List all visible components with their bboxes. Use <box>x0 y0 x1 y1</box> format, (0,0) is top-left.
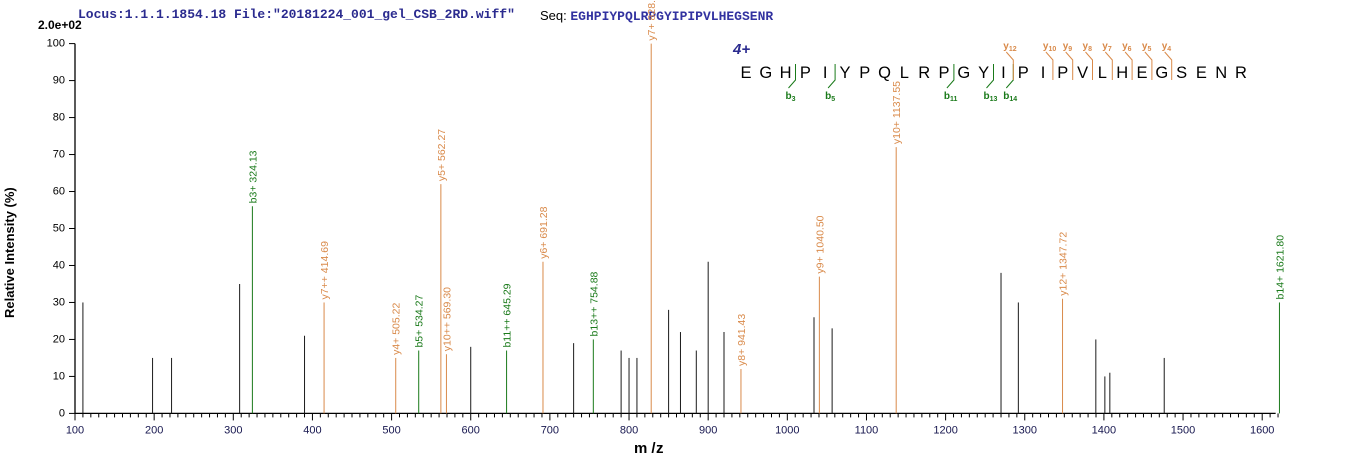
svg-text:y7: y7 <box>1102 41 1112 53</box>
svg-text:P: P <box>1018 64 1029 82</box>
svg-text:P: P <box>938 64 949 82</box>
svg-text:1100: 1100 <box>855 424 879 436</box>
svg-text:b13++ 754.88: b13++ 754.88 <box>588 271 600 336</box>
svg-text:G: G <box>759 64 772 82</box>
svg-text:H: H <box>1116 64 1128 82</box>
svg-text:80: 80 <box>53 112 65 124</box>
svg-text:b14+ 1621.80: b14+ 1621.80 <box>1274 235 1286 300</box>
svg-text:400: 400 <box>303 424 321 436</box>
svg-text:y5+ 562.27: y5+ 562.27 <box>436 129 448 181</box>
svg-text:y6+ 691.28: y6+ 691.28 <box>538 206 550 258</box>
svg-text:50: 50 <box>53 223 65 235</box>
svg-text:L: L <box>1098 64 1107 82</box>
svg-text:10: 10 <box>53 370 65 382</box>
svg-text:N: N <box>1215 64 1227 82</box>
svg-text:b5: b5 <box>825 91 835 103</box>
svg-text:b3+ 324.13: b3+ 324.13 <box>247 150 259 203</box>
svg-text:600: 600 <box>462 424 480 436</box>
svg-text:G: G <box>957 64 970 82</box>
svg-text:y10++ 569.30: y10++ 569.30 <box>441 287 453 351</box>
svg-text:S: S <box>1176 64 1187 82</box>
svg-text:G: G <box>1155 64 1168 82</box>
svg-text:800: 800 <box>620 424 638 436</box>
svg-text:V: V <box>1077 64 1088 82</box>
svg-text:200: 200 <box>145 424 163 436</box>
svg-text:E: E <box>1136 64 1147 82</box>
svg-text:P: P <box>1057 64 1068 82</box>
svg-text:Q: Q <box>878 64 891 82</box>
svg-text:P: P <box>800 64 811 82</box>
svg-text:I: I <box>1041 64 1046 82</box>
svg-text:900: 900 <box>699 424 717 436</box>
svg-text:b11: b11 <box>944 91 958 103</box>
svg-text:y10: y10 <box>1043 41 1056 53</box>
svg-text:y9: y9 <box>1063 41 1073 53</box>
svg-text:y10+ 1137.55: y10+ 1137.55 <box>891 81 903 144</box>
svg-text:y7++ 414.69: y7++ 414.69 <box>319 241 331 300</box>
svg-text:E: E <box>740 64 751 82</box>
svg-text:y8: y8 <box>1083 41 1093 53</box>
svg-text:y6: y6 <box>1122 41 1132 53</box>
svg-text:70: 70 <box>53 149 65 161</box>
svg-text:100: 100 <box>47 38 65 50</box>
svg-text:H: H <box>780 64 792 82</box>
svg-text:I: I <box>1001 64 1006 82</box>
svg-text:90: 90 <box>53 75 65 87</box>
svg-text:40: 40 <box>53 259 65 271</box>
svg-text:1600: 1600 <box>1250 424 1274 436</box>
svg-text:0: 0 <box>59 407 65 419</box>
svg-text:30: 30 <box>53 296 65 308</box>
svg-text:500: 500 <box>382 424 400 436</box>
svg-text:700: 700 <box>541 424 559 436</box>
svg-text:Y: Y <box>978 64 989 82</box>
svg-text:4+: 4+ <box>732 41 750 58</box>
svg-text:y5: y5 <box>1142 41 1152 53</box>
svg-text:1300: 1300 <box>1013 424 1037 436</box>
svg-text:b3: b3 <box>786 91 796 103</box>
svg-text:R: R <box>1235 64 1247 82</box>
svg-text:P: P <box>859 64 870 82</box>
svg-text:y12+ 1347.72: y12+ 1347.72 <box>1058 232 1070 296</box>
svg-text:y4+ 505.22: y4+ 505.22 <box>391 303 403 355</box>
svg-text:y4: y4 <box>1162 41 1172 53</box>
svg-text:y12: y12 <box>1003 41 1016 53</box>
svg-text:E: E <box>1196 64 1207 82</box>
svg-text:1400: 1400 <box>1092 424 1116 436</box>
svg-text:Y: Y <box>839 64 850 82</box>
svg-text:1000: 1000 <box>775 424 799 436</box>
svg-text:1500: 1500 <box>1171 424 1195 436</box>
svg-text:y9+ 1040.50: y9+ 1040.50 <box>814 215 826 273</box>
svg-text:I: I <box>823 64 828 82</box>
svg-text:y7+ 828.02: y7+ 828.02 <box>646 0 658 41</box>
svg-text:60: 60 <box>53 186 65 198</box>
svg-text:b14: b14 <box>1003 91 1017 103</box>
svg-text:b11++ 645.29: b11++ 645.29 <box>502 283 514 347</box>
svg-text:1200: 1200 <box>933 424 957 436</box>
svg-text:b13: b13 <box>984 91 998 103</box>
svg-text:100: 100 <box>66 424 84 436</box>
svg-text:300: 300 <box>224 424 242 436</box>
svg-text:20: 20 <box>53 333 65 345</box>
svg-text:y8+ 941.43: y8+ 941.43 <box>736 314 748 366</box>
svg-text:L: L <box>900 64 909 82</box>
svg-text:R: R <box>918 64 930 82</box>
svg-text:b5+ 534.27: b5+ 534.27 <box>414 295 426 348</box>
